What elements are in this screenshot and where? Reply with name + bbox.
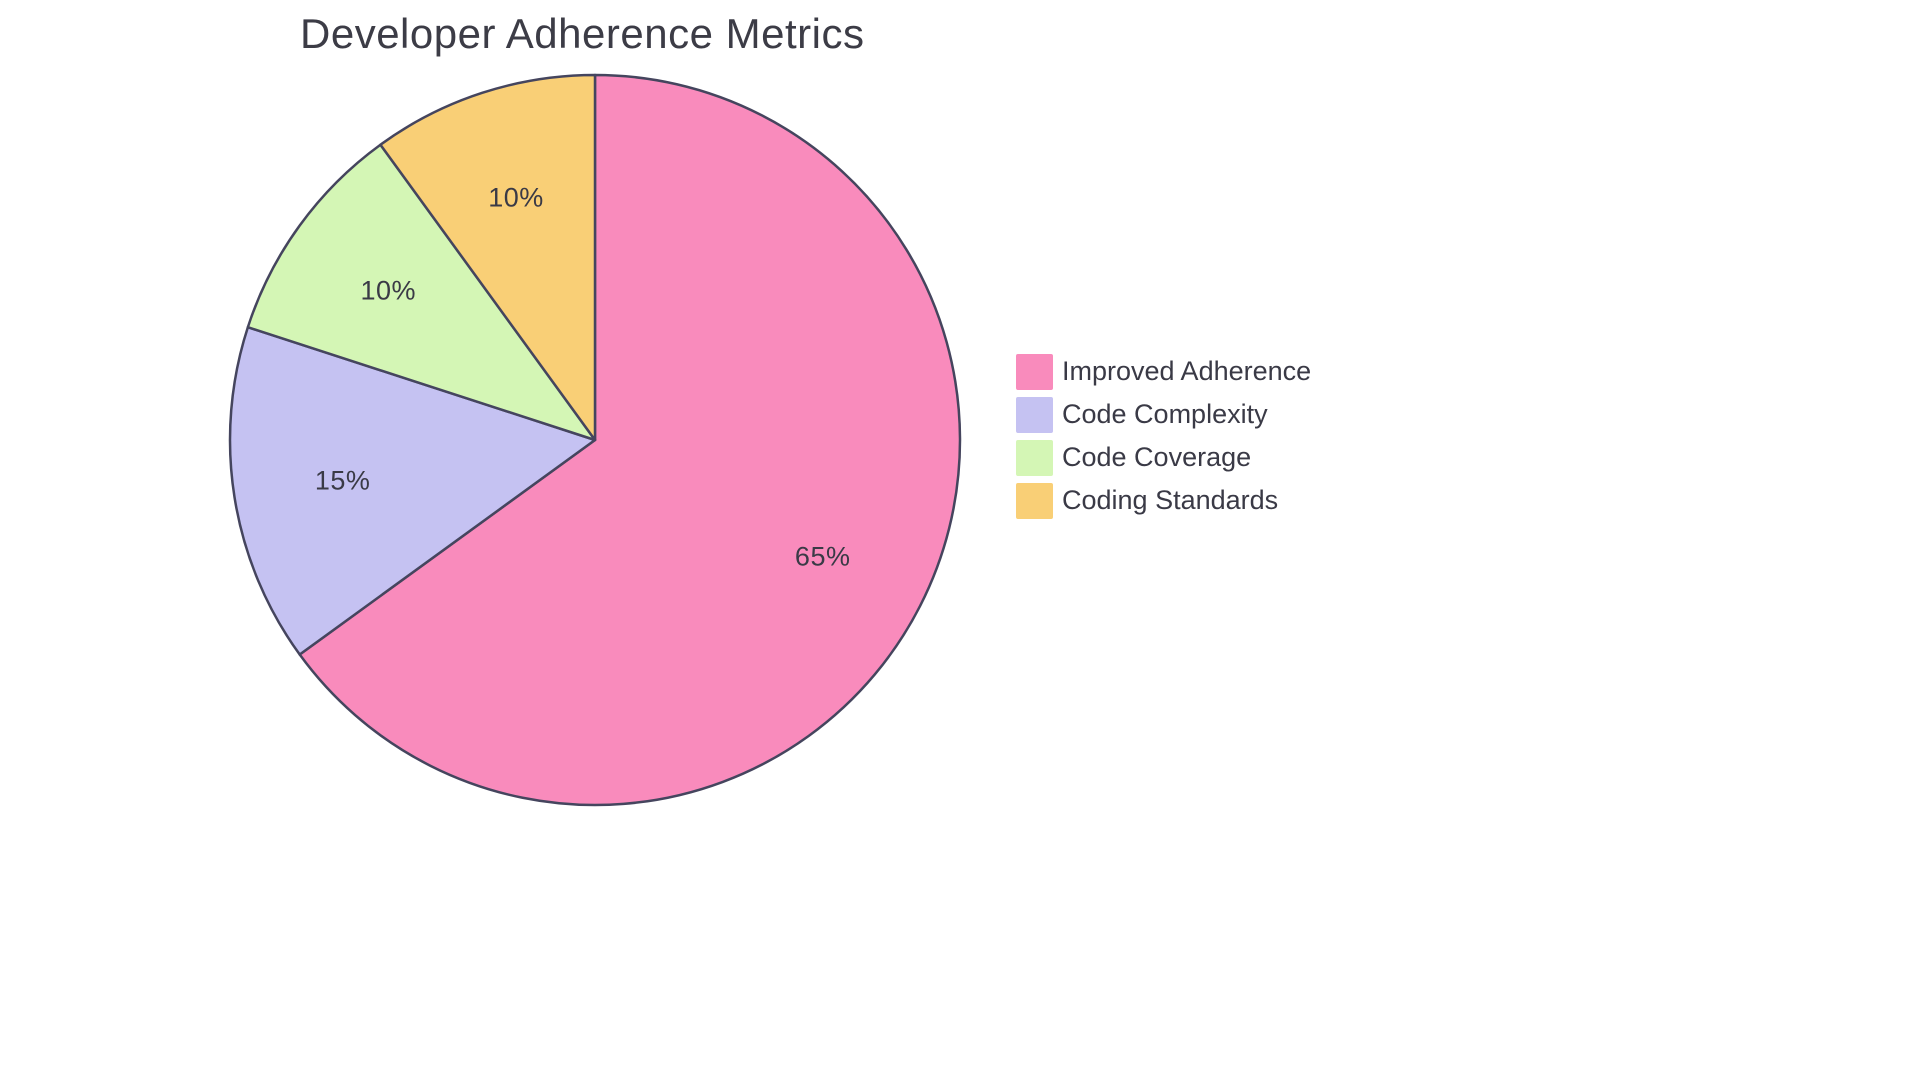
pie-slice-improved-adherence[interactable] (298, 73, 962, 807)
pie-slice-code-complexity[interactable] (228, 325, 597, 656)
legend-item-improved-adherence[interactable]: Improved Adherence (1016, 350, 1311, 393)
legend-label: Code Complexity (1062, 399, 1268, 429)
slice-percentage-label: 10% (361, 275, 417, 305)
legend-label: Improved Adherence (1062, 356, 1312, 386)
pie-slice-code-coverage[interactable] (246, 143, 597, 442)
legend-swatch-code-coverage (1016, 439, 1053, 476)
legend-item-coding-standards[interactable]: Coding Standards (1016, 479, 1311, 522)
legend-label: Code Coverage (1062, 442, 1252, 472)
chart-legend: Improved Adherence Code Complexity Code … (1016, 350, 1311, 522)
slice-percentage-label: 65% (795, 541, 851, 571)
legend-swatch-improved-adherence (1016, 353, 1053, 390)
legend-item-code-complexity[interactable]: Code Complexity (1016, 393, 1311, 436)
slice-percentage-label: 15% (315, 465, 371, 495)
chart-title: Developer Adherence Metrics (300, 10, 865, 57)
pie-slice-coding-standards[interactable] (379, 73, 597, 442)
legend-swatch-coding-standards (1016, 482, 1053, 519)
legend-label: Coding Standards (1062, 485, 1279, 515)
slice-percentage-label: 10% (488, 182, 544, 212)
legend-swatch-code-complexity (1016, 396, 1053, 433)
legend-item-code-coverage[interactable]: Code Coverage (1016, 436, 1311, 479)
